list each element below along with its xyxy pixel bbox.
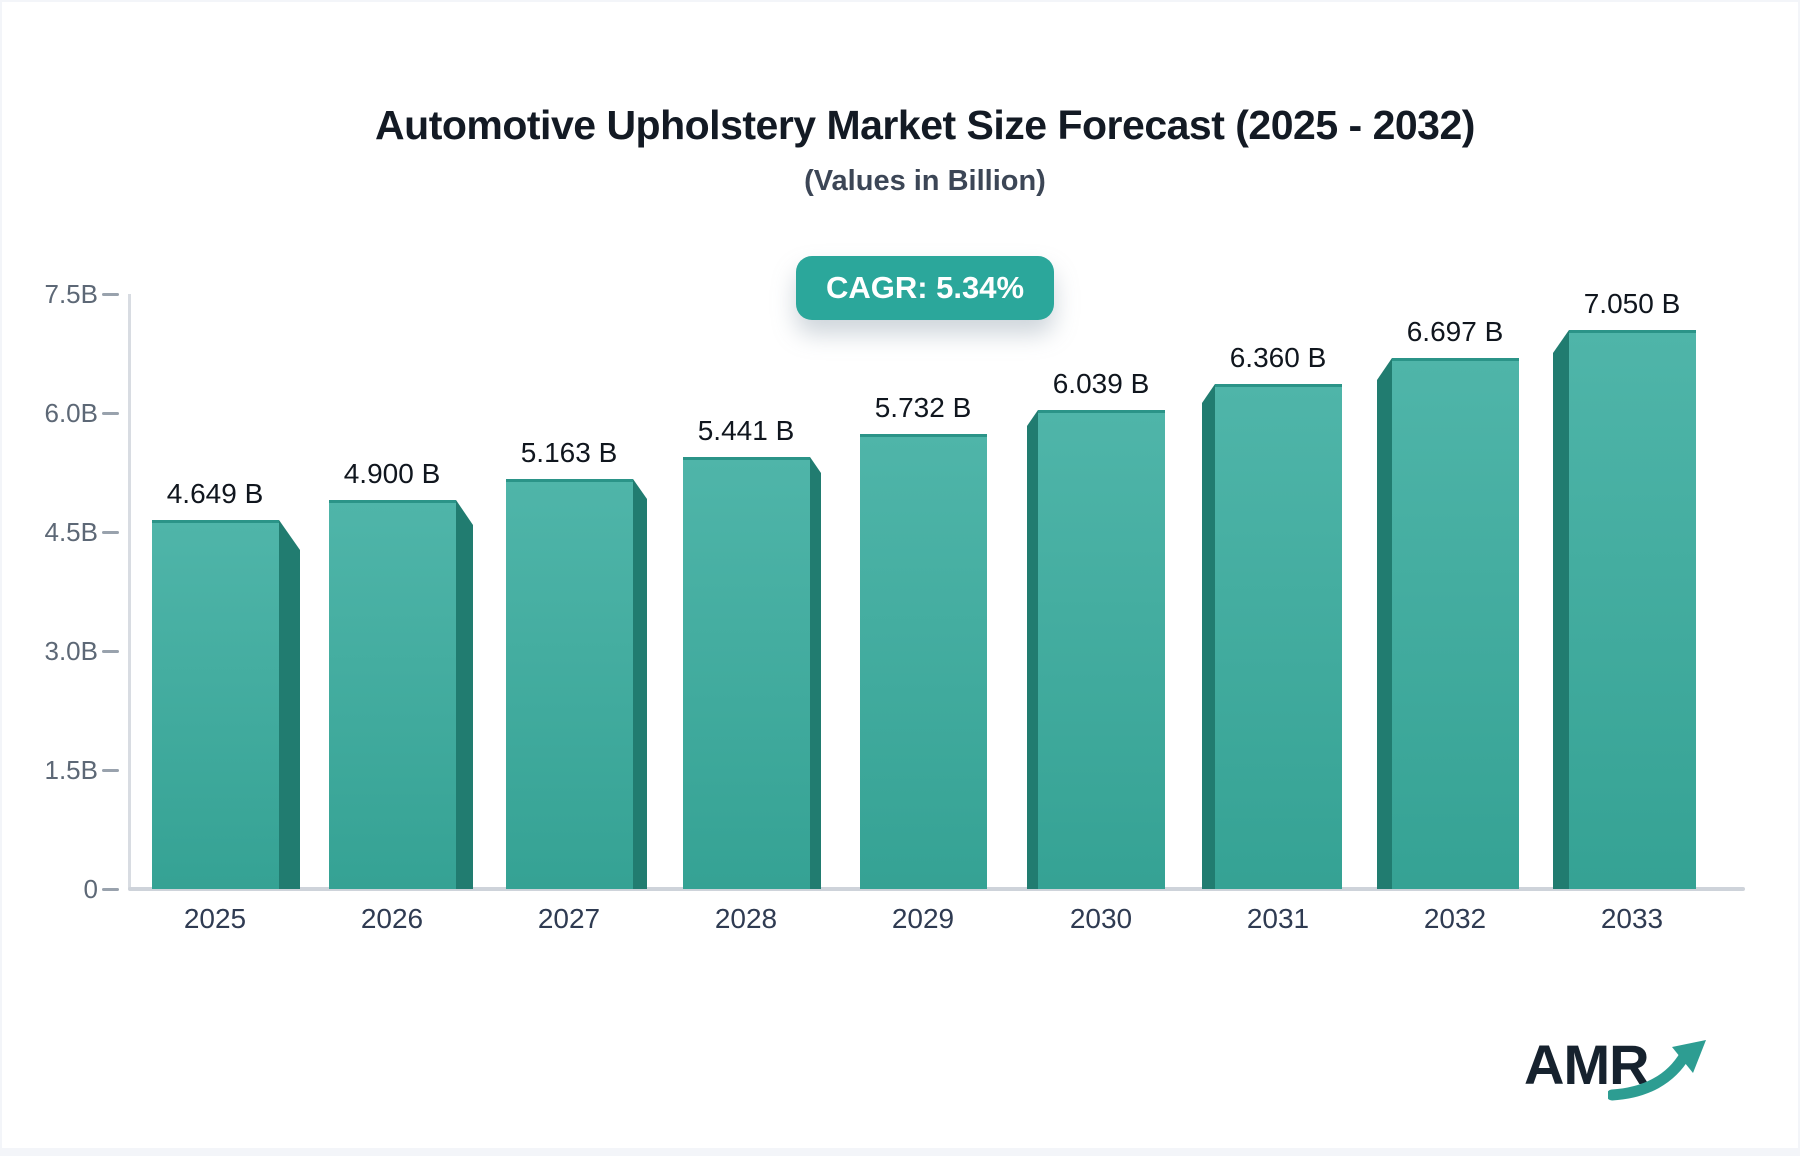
bar-2029 <box>860 434 987 889</box>
y-tick-label: 3.0B <box>44 636 99 666</box>
bar-2030 <box>1038 410 1165 889</box>
bar-side-face <box>810 457 821 889</box>
amr-logo: AMR <box>1524 1034 1724 1104</box>
amr-logo-text: AMR <box>1524 1033 1650 1096</box>
y-tick-mark <box>102 769 119 772</box>
bar-side-face <box>456 500 473 889</box>
bar-2031 <box>1215 384 1342 889</box>
x-tick-label: 2030 <box>1069 903 1133 934</box>
bar-side-face <box>1377 358 1392 889</box>
x-tick-label: 2033 <box>1600 903 1664 934</box>
cagr-badge: CAGR: 5.34% <box>795 256 1055 320</box>
x-axis-line <box>128 887 1745 891</box>
cagr-badge-wrap: CAGR: 5.34% <box>52 256 1798 320</box>
x-tick-label: 2026 <box>360 903 424 934</box>
y-tick-label: 0 <box>83 874 98 904</box>
y-tick-mark <box>102 888 119 891</box>
bar-side-face <box>279 520 300 889</box>
growth-arrow-icon <box>1608 1040 1706 1101</box>
bar-value-label: 4.900 B <box>343 458 441 489</box>
chart-subtitle: (Values in Billion) <box>804 165 1046 197</box>
y-tick-mark <box>102 531 119 534</box>
bar-2033 <box>1569 330 1696 889</box>
bar-side-face <box>1553 330 1569 889</box>
x-tick-label: 2028 <box>714 903 778 934</box>
y-tick-mark <box>102 412 119 415</box>
x-tick-label: 2027 <box>537 903 601 934</box>
bar-value-label: 5.441 B <box>697 415 795 446</box>
x-tick-label: 2031 <box>1246 903 1310 934</box>
y-tick-mark <box>102 650 119 653</box>
x-tick-label: 2025 <box>183 903 247 934</box>
x-tick-label: 2032 <box>1423 903 1487 934</box>
bar-value-label: 6.360 B <box>1229 342 1327 373</box>
y-tick-label: 6.0B <box>44 398 99 428</box>
bar-2028 <box>683 457 810 889</box>
y-tick-label: 4.5B <box>44 517 99 547</box>
bar-2032 <box>1392 358 1519 889</box>
bar-value-label: 5.732 B <box>874 392 972 423</box>
bar-side-face <box>633 479 647 889</box>
x-tick-label: 2029 <box>891 903 955 934</box>
y-tick-label: 7.5B <box>44 279 99 309</box>
y-axis-line <box>128 294 131 889</box>
bar-value-label: 7.050 B <box>1583 288 1681 319</box>
bar-value-label: 5.163 B <box>520 437 618 468</box>
chart-title: Automotive Upholstery Market Size Foreca… <box>375 102 1475 148</box>
bar-value-label: 6.697 B <box>1406 316 1504 347</box>
bar-value-label: 6.039 B <box>1052 368 1150 399</box>
bar-side-face <box>1202 384 1215 889</box>
bar-2026 <box>329 500 456 889</box>
bar-2025 <box>152 520 279 889</box>
y-tick-label: 1.5B <box>44 755 99 785</box>
y-tick-mark <box>102 293 119 296</box>
bar-value-label: 4.649 B <box>166 478 264 509</box>
bar-2027 <box>506 479 633 889</box>
bar-side-face <box>1027 410 1038 889</box>
